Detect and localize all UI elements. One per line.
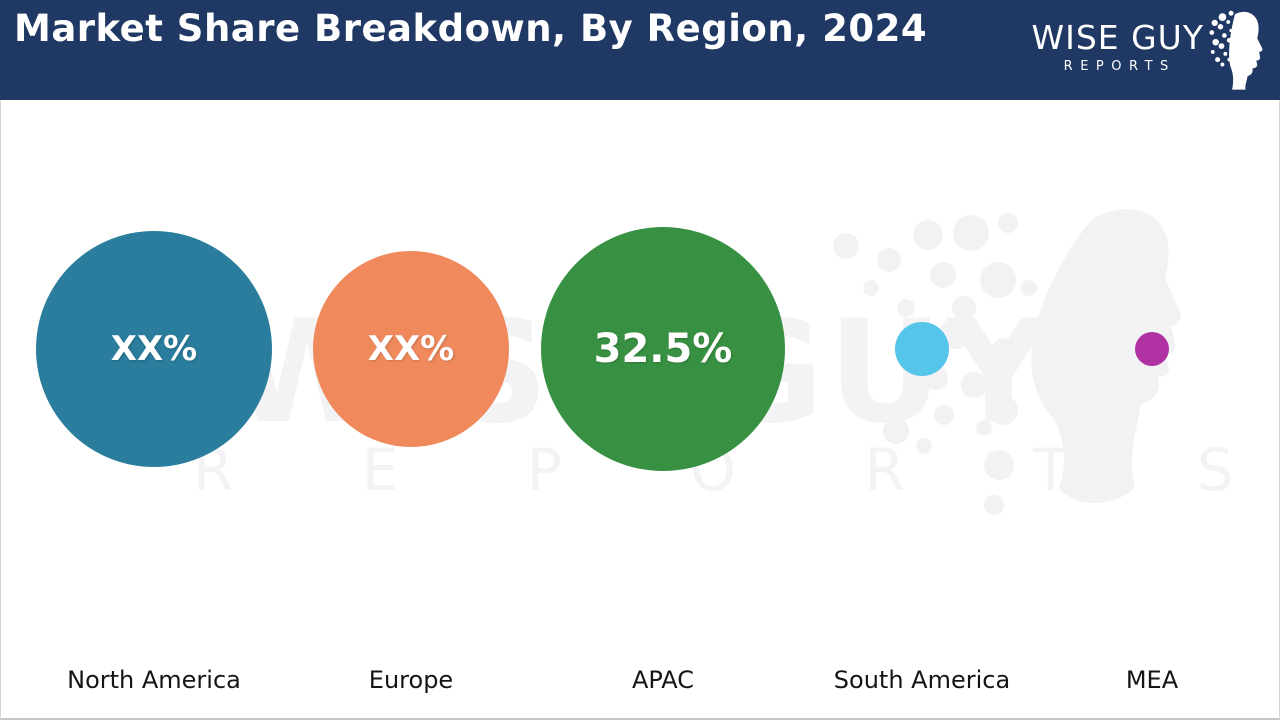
bubble-south-america (895, 322, 949, 376)
header: Market Share Breakdown, By Region, 2024 … (0, 0, 1280, 100)
bubble-north-america: XX% (36, 231, 272, 467)
bubble-europe: XX% (313, 251, 509, 447)
category-label-apac: APAC (631, 666, 695, 694)
page-title: Market Share Breakdown, By Region, 2024 (14, 7, 928, 50)
bubble-value-label: XX% (110, 329, 198, 369)
chart-canvas: WISE GUY R E P O R T S (0, 100, 1280, 720)
category-label-north-america: North America (67, 666, 241, 694)
logo-text: WISE GUY REPORTS (1031, 18, 1204, 74)
logo-subtitle: REPORTS (1063, 59, 1176, 74)
logo-head-icon (1209, 10, 1263, 90)
bubble-mea (1135, 332, 1169, 366)
bubble-value-label: XX% (367, 329, 455, 369)
category-label-europe: Europe (368, 666, 454, 694)
logo-wordmark: WISE GUY (1031, 18, 1204, 57)
bubble-apac: 32.5% (541, 227, 785, 471)
chart-area: XX% XX% 32.5% (1, 100, 1279, 718)
category-label-south-america: South America (833, 666, 1011, 694)
bubble-value-label: 32.5% (593, 326, 733, 372)
category-label-mea: MEA (1125, 666, 1179, 694)
wise-guy-logo: WISE GUY REPORTS (1031, 8, 1264, 90)
category-labels: North America Europe APAC South America MEA (1, 666, 1279, 700)
